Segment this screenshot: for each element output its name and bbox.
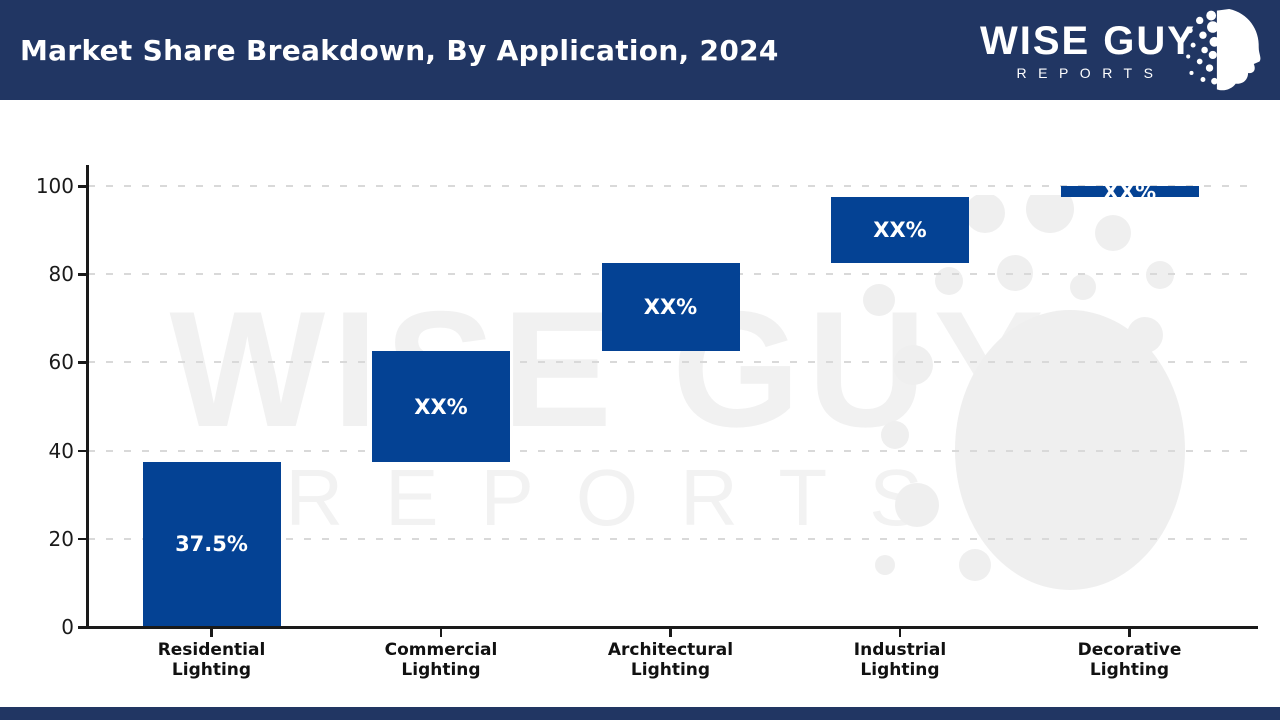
bar-decorative-lighting: XX%	[1060, 180, 1199, 204]
logo: WISE GUY REPORTS	[980, 6, 1262, 94]
y-tick-60	[78, 361, 86, 364]
x-axis-line	[88, 625, 1258, 629]
x-tick-4	[1128, 628, 1131, 637]
x-tick-1	[439, 628, 443, 637]
gridline-20	[88, 537, 1258, 540]
logo-text: WISE GUY REPORTS	[980, 21, 1196, 80]
y-tick-0	[78, 626, 86, 629]
page-title: Market Share Breakdown, By Application, …	[20, 33, 779, 67]
bar-value-label: XX%	[643, 295, 698, 320]
bar-industrial-lighting: XX%	[831, 197, 969, 264]
logo-wordmark: WISE GUY	[979, 18, 1196, 63]
gridline-100	[88, 185, 1258, 187]
y-tick-label-100: 100	[35, 174, 74, 198]
category-label-industrial: Industrial Lighting	[853, 640, 947, 680]
gridline-40	[88, 449, 1258, 452]
x-tick-0	[210, 628, 213, 637]
gridline-60	[88, 361, 1258, 364]
y-tick-label-60: 60	[48, 350, 74, 375]
bar-residential-lighting: 37.5%	[142, 461, 281, 627]
bar-value-label: XX%	[414, 394, 468, 419]
bar-commercial-lighting: XX%	[372, 351, 510, 462]
category-label-decorative: Decorative Lighting	[1077, 640, 1182, 680]
category-label-commercial: Commercial Lighting	[384, 640, 498, 680]
logo-subtext: REPORTS	[1016, 64, 1165, 81]
bar-value-label: XX%	[873, 218, 927, 243]
y-tick-40	[78, 449, 86, 453]
x-tick-3	[898, 628, 902, 637]
category-label-residential: Residential Lighting	[157, 640, 266, 680]
y-tick-100	[78, 185, 86, 188]
bar-value-label: 37.5%	[175, 532, 248, 557]
y-tick-80	[78, 273, 86, 276]
x-tick-2	[669, 628, 672, 637]
y-tick-label-40: 40	[48, 438, 74, 463]
y-axis-line	[86, 165, 89, 629]
y-tick-label-80: 80	[48, 262, 74, 287]
header-bar: Market Share Breakdown, By Application, …	[0, 0, 1280, 100]
y-tick-label-20: 20	[48, 526, 74, 551]
logo-head-icon	[1186, 9, 1261, 91]
bar-value-label: XX%	[1102, 179, 1157, 204]
y-tick-label-0: 0	[61, 615, 74, 639]
bar-architectural-lighting: XX%	[601, 263, 740, 352]
category-label-architectural: Architectural Lighting	[607, 640, 734, 680]
y-tick-20	[78, 537, 86, 541]
footer-bar	[0, 707, 1280, 720]
